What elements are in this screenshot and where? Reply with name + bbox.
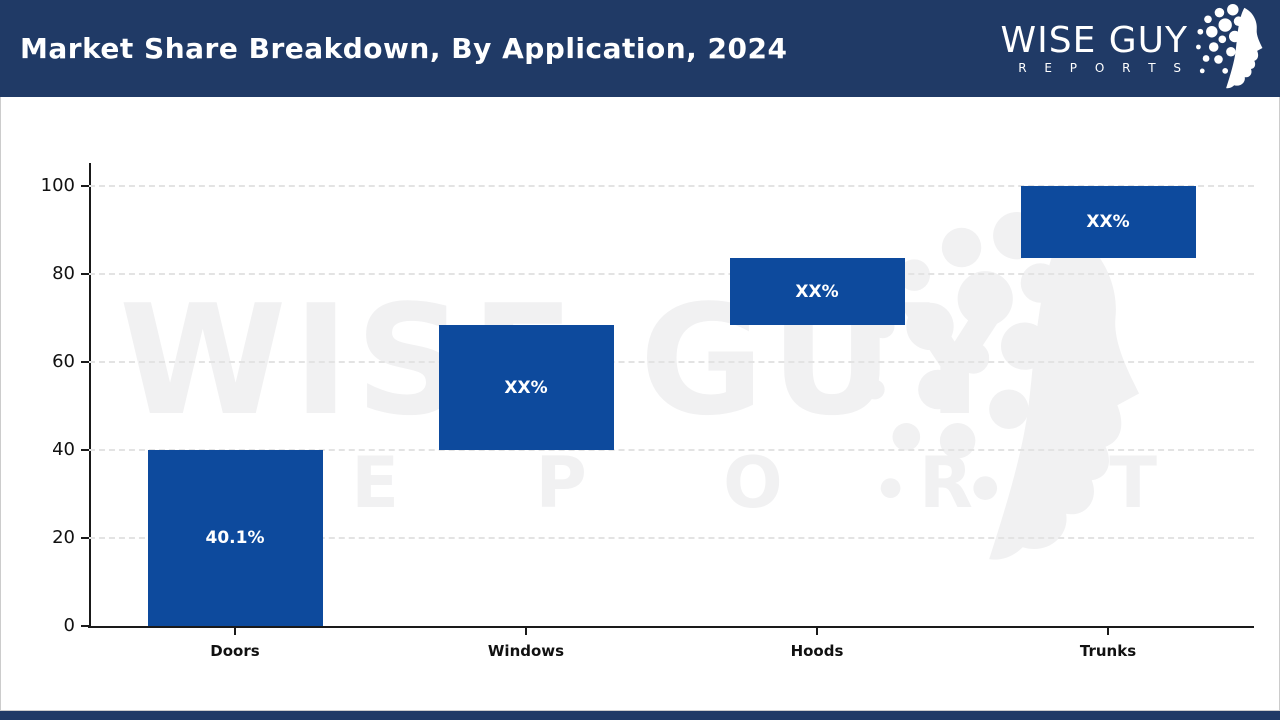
- y-axis-tick: [81, 625, 89, 627]
- y-axis-tick: [81, 449, 89, 451]
- gridline: [89, 185, 1254, 187]
- bar-doors: [147, 450, 323, 626]
- bar-windows: [438, 325, 614, 450]
- header-band: Market Share Breakdown, By Application, …: [0, 0, 1280, 97]
- x-axis-tick-label: Windows: [487, 642, 565, 660]
- bar-value-label: XX%: [795, 281, 839, 302]
- y-axis-line: [89, 163, 91, 628]
- bar-value-label: 40.1%: [205, 528, 265, 548]
- x-axis-tick-label: Doors: [210, 642, 260, 660]
- y-axis-tick: [81, 537, 89, 539]
- x-axis-tick: [816, 628, 818, 635]
- y-axis-tick: [81, 273, 89, 275]
- x-axis-tick: [525, 628, 527, 635]
- logo-subtitle: R E P O R T S: [1018, 60, 1188, 75]
- bar-trunks: [1020, 186, 1196, 258]
- x-axis-tick-label: Trunks: [1079, 642, 1137, 660]
- gridline: [89, 361, 1254, 363]
- wiseguy-logo-text: WISE GUY R E P O R T S: [1000, 19, 1189, 75]
- gridline: [89, 537, 1254, 539]
- y-axis-tick-label: 0: [63, 615, 75, 636]
- bar-value-label: XX%: [504, 377, 548, 398]
- bar-value-label: XX%: [1086, 212, 1130, 232]
- chart-title: Market Share Breakdown, By Application, …: [20, 32, 788, 65]
- y-axis-tick-label: 100: [40, 175, 75, 196]
- plot-region: WISE GUY R E P O R T S 0 20 40 60 80 100 40.1%…: [0, 97, 1280, 711]
- wiseguy-head-icon: [1192, 3, 1266, 94]
- x-axis-tick-label: Hoods: [790, 642, 844, 660]
- x-axis-tick: [234, 628, 236, 635]
- y-axis-tick-label: 40: [52, 439, 75, 460]
- gridline: [89, 273, 1254, 275]
- y-axis-tick: [81, 361, 89, 363]
- x-axis-tick: [1107, 628, 1109, 635]
- x-axis-line: [88, 626, 1254, 628]
- wiseguy-logo: WISE GUY R E P O R T S: [1000, 3, 1267, 94]
- gridline: [89, 449, 1254, 451]
- y-axis-tick: [81, 185, 89, 187]
- y-axis-tick-label: 80: [52, 263, 75, 284]
- y-axis-tick-label: 60: [52, 351, 75, 372]
- footer-band: [0, 711, 1280, 720]
- y-axis-tick-label: 20: [52, 527, 75, 548]
- logo-wordmark: WISE GUY: [1000, 19, 1188, 61]
- watermark-head-icon: [846, 212, 1156, 571]
- bar-hoods: [729, 258, 905, 325]
